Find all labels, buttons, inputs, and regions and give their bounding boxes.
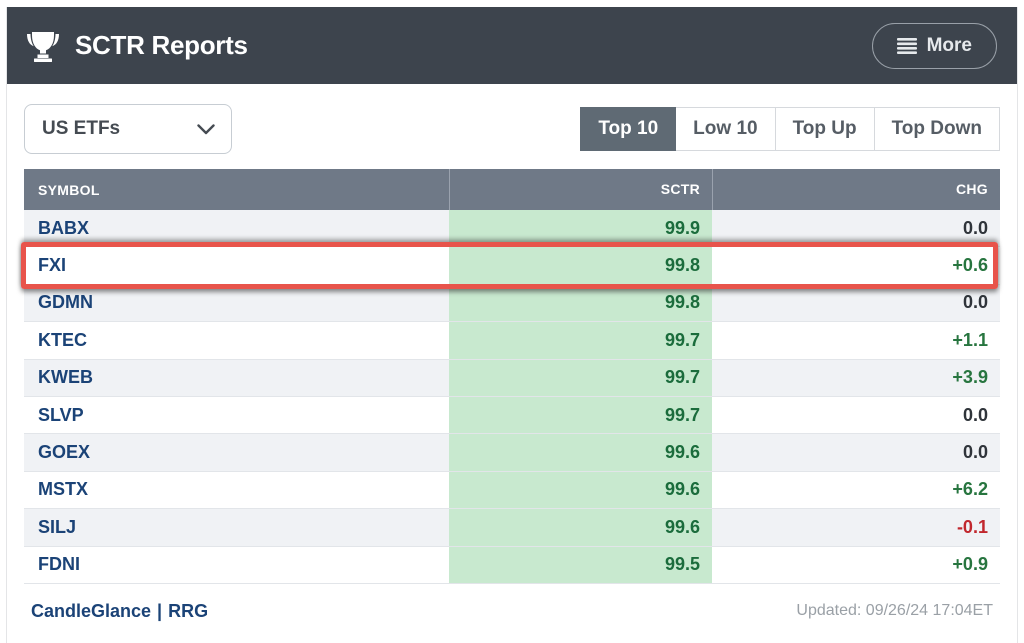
sctr-value: 99.7 — [448, 359, 713, 396]
widget-content: US ETFs Top 10 Low 10 Top Up Top Down SY… — [7, 84, 1017, 622]
symbol-link[interactable]: MSTX — [38, 479, 89, 500]
sctr-value: 99.7 — [448, 322, 713, 359]
table-row: MSTX 99.6 +6.2 — [24, 471, 1000, 510]
symbol-link[interactable]: GOEX — [38, 442, 91, 463]
column-header-chg: CHG — [712, 169, 1000, 210]
table-row: SILJ 99.6 -0.1 — [24, 509, 1000, 547]
table-row: BABX 99.9 0.0 — [24, 210, 1000, 248]
footer-links: CandleGlance | RRG — [31, 601, 208, 622]
sctr-value: 99.7 — [448, 396, 713, 434]
table-row: GOEX 99.6 0.0 — [24, 434, 1000, 472]
sctr-value: 99.6 — [448, 471, 713, 509]
symbol-link[interactable]: BABX — [38, 217, 90, 238]
tab-top-down[interactable]: Top Down — [873, 107, 1000, 151]
widget-footer: CandleGlance | RRG Updated: 09/26/24 17:04… — [24, 584, 1000, 622]
table-body: BABX 99.9 0.0 FXI 99.8 +0.6 GDMN 99.8 0.… — [21, 210, 1000, 584]
chg-value: +0.6 — [952, 255, 988, 276]
chg-value: 0.0 — [962, 404, 988, 425]
table-row: FXI 99.8 +0.6 — [21, 242, 1000, 289]
table-row: GDMN 99.8 0.0 — [24, 284, 1000, 323]
controls-row: US ETFs Top 10 Low 10 Top Up Top Down — [24, 104, 1000, 154]
table-row: KTEC 99.7 +1.1 — [24, 322, 1000, 360]
sctr-value: 99.6 — [448, 434, 713, 471]
chg-value: +6.2 — [952, 479, 988, 500]
sctr-value: 99.6 — [448, 509, 713, 546]
sctr-value: 99.8 — [448, 247, 713, 284]
table-row: FDNI 99.5 +0.9 — [24, 546, 1000, 584]
sctr-reports-widget: SCTR Reports More US ETFs Top 10 Low 10 — [6, 7, 1018, 643]
chg-value: +3.9 — [952, 367, 988, 388]
symbol-link[interactable]: FXI — [38, 255, 67, 276]
trophy-icon — [27, 31, 59, 62]
chg-value: +0.9 — [952, 554, 988, 575]
sctr-value: 99.5 — [448, 546, 713, 583]
tab-top-10[interactable]: Top 10 — [580, 107, 677, 151]
rrg-link[interactable]: RRG — [168, 600, 209, 621]
symbol-link[interactable]: SILJ — [38, 516, 77, 537]
table-row: SLVP 99.7 0.0 — [24, 396, 1000, 435]
column-header-sctr: SCTR — [448, 169, 713, 210]
sctr-value: 99.9 — [448, 210, 713, 247]
chg-value: 0.0 — [962, 292, 988, 313]
chg-value: -0.1 — [956, 516, 988, 537]
group-select-value: US ETFs — [42, 118, 121, 139]
more-button-label: More — [926, 34, 972, 56]
candleglance-link[interactable]: CandleGlance — [31, 600, 152, 621]
more-button[interactable]: More — [871, 22, 997, 69]
chg-value: 0.0 — [962, 442, 988, 463]
footer-separator: | — [157, 600, 163, 621]
updated-timestamp: Updated: 09/26/24 17:04ET — [796, 602, 993, 620]
group-select[interactable]: US ETFs — [24, 104, 232, 154]
table-header-row: SYMBOL SCTR CHG — [24, 169, 1000, 210]
column-header-symbol: SYMBOL — [38, 181, 100, 198]
page-title: SCTR Reports — [75, 30, 248, 60]
chg-value: +1.1 — [952, 329, 988, 350]
chg-value: 0.0 — [962, 217, 988, 238]
sctr-table: SYMBOL SCTR CHG BABX 99.9 0.0 FXI 99.8 +… — [21, 169, 1000, 584]
tab-top-up[interactable]: Top Up — [774, 107, 875, 151]
tab-low-10[interactable]: Low 10 — [675, 107, 776, 151]
hamburger-icon — [896, 37, 917, 54]
chevron-down-icon — [197, 123, 215, 134]
symbol-link[interactable]: GDMN — [38, 292, 93, 313]
symbol-link[interactable]: SLVP — [38, 404, 84, 425]
sctr-value: 99.8 — [448, 284, 713, 322]
view-tabs: Top 10 Low 10 Top Up Top Down — [580, 107, 1000, 151]
symbol-link[interactable]: FDNI — [38, 554, 80, 575]
table-row: KWEB 99.7 +3.9 — [24, 359, 1000, 397]
symbol-link[interactable]: KWEB — [38, 367, 93, 388]
symbol-link[interactable]: KTEC — [38, 329, 87, 350]
widget-header: SCTR Reports More — [7, 7, 1017, 84]
